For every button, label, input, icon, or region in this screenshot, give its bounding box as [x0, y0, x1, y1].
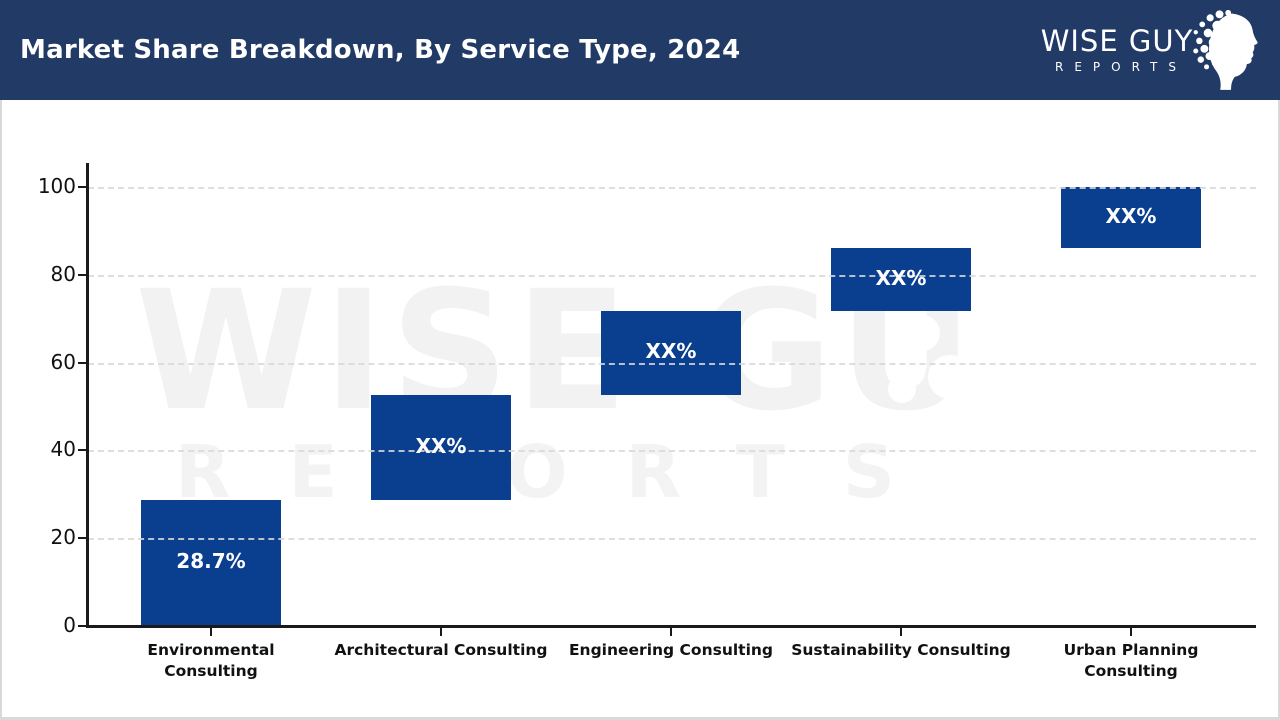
- page-title: Market Share Breakdown, By Service Type,…: [20, 35, 741, 65]
- watermark-subtitle: REPORTS: [175, 430, 953, 514]
- bar-value-label: XX%: [1105, 203, 1157, 228]
- x-axis-category-label: Engineering Consulting: [568, 641, 774, 659]
- gridline: [88, 450, 1256, 453]
- x-axis-category-label: Urban Planning Consulting: [1063, 641, 1199, 680]
- logo-wordmark: WISE GUY: [1040, 24, 1194, 58]
- y-axis-tick: [78, 537, 86, 540]
- y-axis-tick-label: 20: [50, 525, 76, 550]
- page-border-right: [1278, 100, 1280, 720]
- x-axis-tick: [440, 628, 442, 636]
- gridline: [88, 538, 1256, 541]
- logo-text: WISE GUY REPORTS: [1032, 24, 1202, 74]
- bar: [831, 248, 971, 312]
- gridline: [88, 187, 1256, 190]
- bar: [1061, 187, 1201, 249]
- header-bar: Market Share Breakdown, By Service Type,…: [0, 0, 1280, 100]
- gridline: [88, 362, 1256, 365]
- bar-value-label: 28.7%: [176, 549, 246, 574]
- bar-value-label: XX%: [415, 433, 467, 458]
- y-axis-tick: [78, 449, 86, 452]
- x-axis-category-label: Environmental Consulting: [147, 641, 275, 680]
- bar: [601, 311, 741, 396]
- y-axis-tick-label: 0: [63, 613, 76, 637]
- y-axis-tick: [78, 273, 86, 276]
- x-axis-tick: [900, 628, 902, 636]
- y-axis-spine: [86, 163, 89, 628]
- x-axis-tick: [1130, 628, 1132, 636]
- wiseguy-head-icon: [1193, 10, 1258, 90]
- bar: [141, 500, 281, 626]
- x-axis-tick: [670, 628, 672, 636]
- y-axis-tick: [78, 361, 86, 364]
- bar-value-label: XX%: [875, 265, 927, 290]
- x-axis-tick: [210, 628, 212, 636]
- y-axis-tick-label: 80: [50, 261, 76, 286]
- gridline: [88, 274, 1256, 277]
- wiseguy-logo: WISE GUY REPORTS: [1032, 8, 1262, 94]
- bar-value-label: XX%: [645, 339, 697, 364]
- bar: [371, 395, 511, 501]
- y-axis-tick-label: 60: [50, 349, 76, 374]
- y-axis-tick-label: 100: [37, 174, 76, 199]
- logo-subtitle: REPORTS: [1054, 60, 1187, 74]
- x-axis-spine: [86, 625, 1256, 628]
- x-axis-category-label: Sustainability Consulting: [791, 641, 1011, 659]
- page-border-bottom: [0, 717, 1280, 720]
- x-axis-category-label: Architectural Consulting: [334, 641, 548, 659]
- y-axis-tick: [78, 186, 86, 189]
- y-axis-tick-label: 40: [50, 437, 76, 462]
- page-border-left: [0, 100, 2, 720]
- y-axis-tick: [78, 625, 86, 627]
